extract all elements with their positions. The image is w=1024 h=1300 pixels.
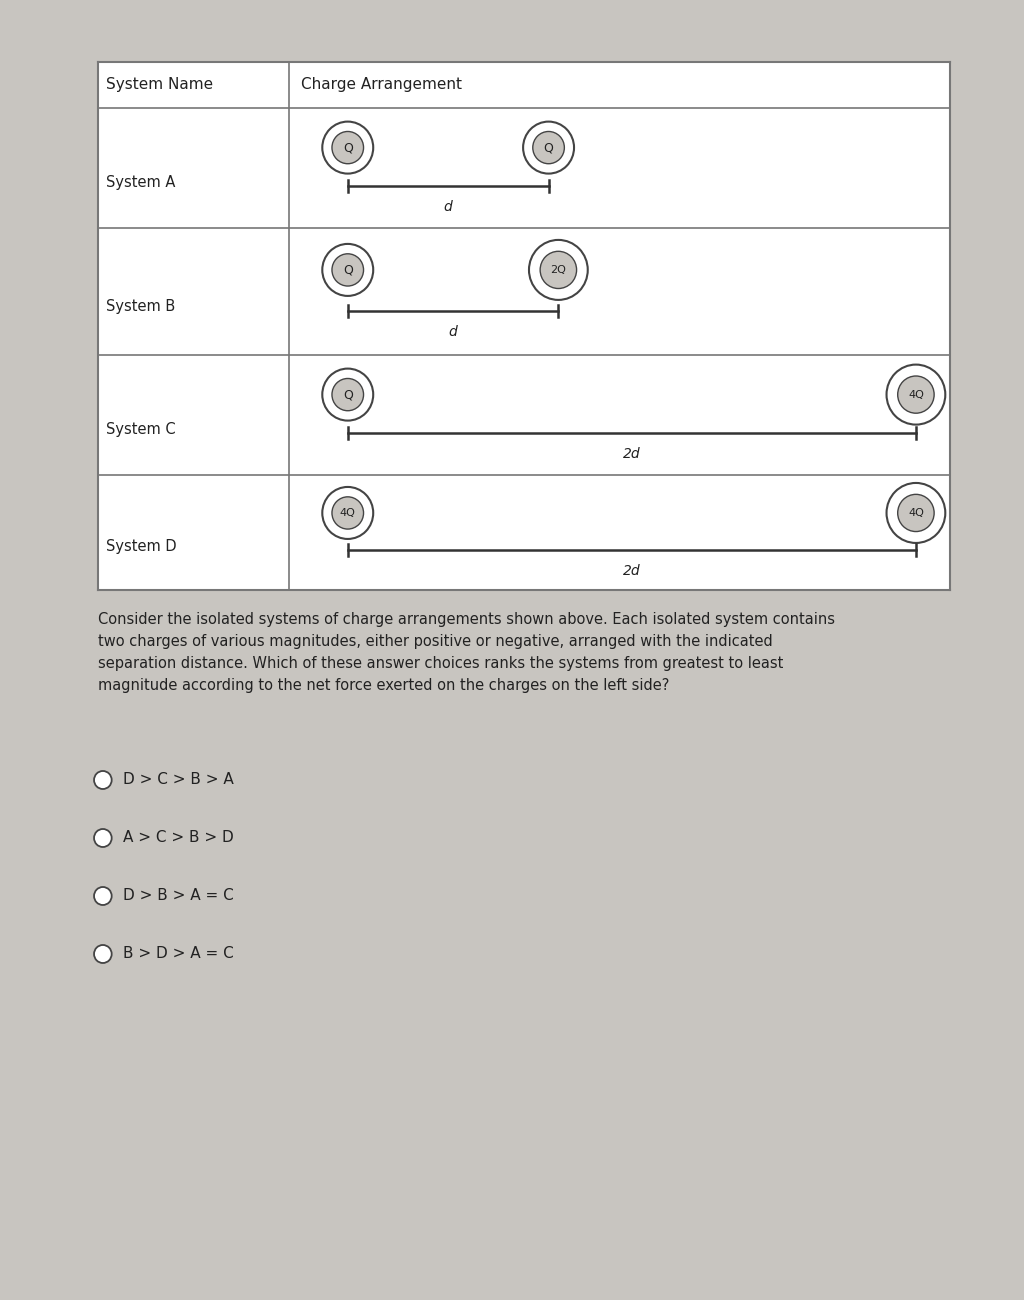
Circle shape bbox=[332, 131, 364, 164]
Text: 2d: 2d bbox=[623, 447, 641, 462]
Circle shape bbox=[94, 945, 112, 963]
Text: Q: Q bbox=[343, 264, 352, 277]
Circle shape bbox=[332, 254, 364, 286]
Circle shape bbox=[323, 122, 373, 174]
Circle shape bbox=[94, 829, 112, 848]
Circle shape bbox=[898, 376, 934, 413]
Text: d: d bbox=[449, 325, 458, 338]
Bar bbox=[98, 62, 950, 590]
Text: A > C > B > D: A > C > B > D bbox=[124, 831, 234, 845]
Circle shape bbox=[332, 378, 364, 411]
Text: 2d: 2d bbox=[623, 564, 641, 577]
Text: System A: System A bbox=[105, 176, 175, 190]
Text: 4Q: 4Q bbox=[340, 508, 355, 517]
Text: 2Q: 2Q bbox=[551, 265, 566, 274]
Circle shape bbox=[523, 122, 574, 174]
Circle shape bbox=[887, 364, 945, 425]
Circle shape bbox=[898, 494, 934, 532]
Text: D > C > B > A: D > C > B > A bbox=[124, 772, 234, 788]
Circle shape bbox=[887, 484, 945, 543]
Text: B > D > A = C: B > D > A = C bbox=[124, 946, 234, 962]
Circle shape bbox=[94, 887, 112, 905]
Text: Consider the isolated systems of charge arrangements shown above. Each isolated : Consider the isolated systems of charge … bbox=[98, 612, 835, 627]
Circle shape bbox=[323, 369, 373, 421]
Circle shape bbox=[323, 244, 373, 296]
Text: D > B > A = C: D > B > A = C bbox=[124, 888, 234, 904]
Circle shape bbox=[323, 488, 373, 540]
Text: d: d bbox=[443, 200, 453, 214]
Text: Q: Q bbox=[343, 389, 352, 402]
Text: System C: System C bbox=[105, 422, 175, 437]
Text: System B: System B bbox=[105, 299, 175, 315]
Text: Charge Arrangement: Charge Arrangement bbox=[301, 78, 462, 92]
Circle shape bbox=[332, 497, 364, 529]
Circle shape bbox=[532, 131, 564, 164]
Text: System Name: System Name bbox=[105, 78, 213, 92]
Text: magnitude according to the net force exerted on the charges on the left side?: magnitude according to the net force exe… bbox=[98, 679, 670, 693]
Circle shape bbox=[540, 251, 577, 289]
Text: two charges of various magnitudes, either positive or negative, arranged with th: two charges of various magnitudes, eithe… bbox=[98, 634, 773, 649]
Text: separation distance. Which of these answer choices ranks the systems from greate: separation distance. Which of these answ… bbox=[98, 656, 783, 671]
Circle shape bbox=[94, 771, 112, 789]
Circle shape bbox=[529, 240, 588, 300]
Text: Q: Q bbox=[343, 142, 352, 155]
Text: 4Q: 4Q bbox=[908, 508, 924, 517]
Text: 4Q: 4Q bbox=[908, 390, 924, 399]
Text: Q: Q bbox=[544, 142, 554, 155]
Text: System D: System D bbox=[105, 538, 176, 554]
